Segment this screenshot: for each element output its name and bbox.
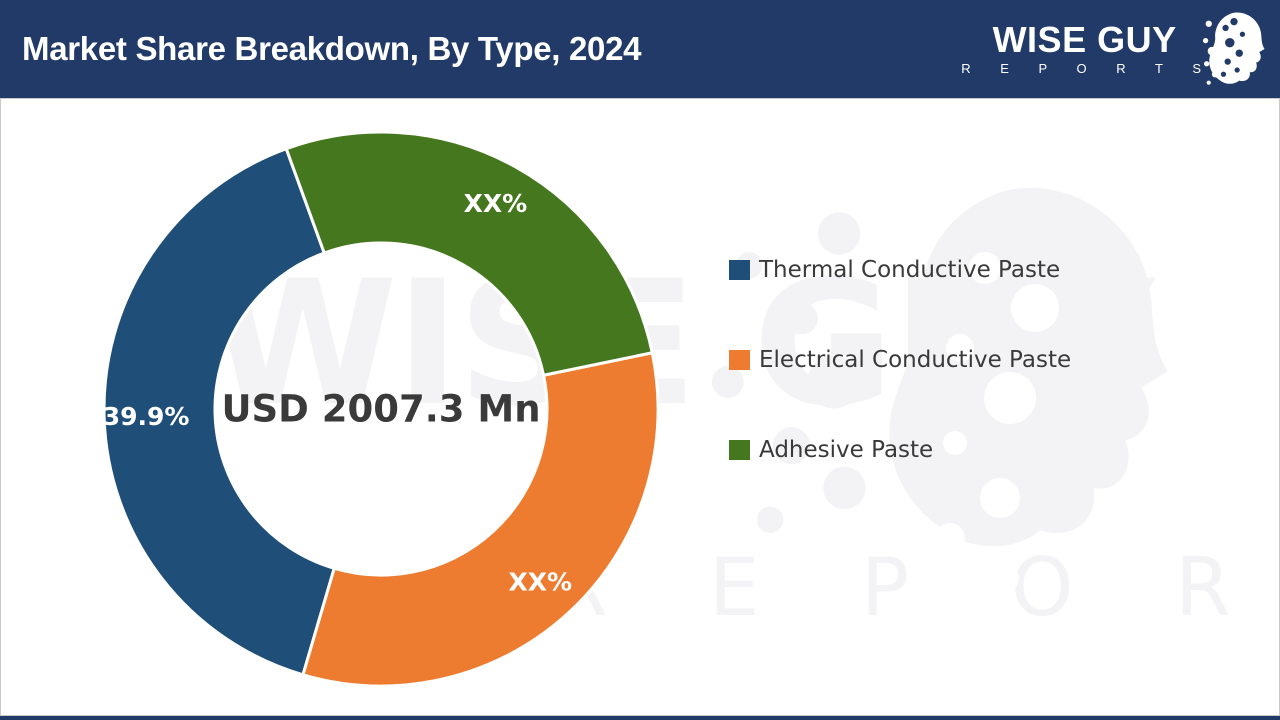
donut-slice xyxy=(284,130,654,377)
chart-legend: Thermal Conductive Paste Electrical Cond… xyxy=(729,256,1071,526)
chart-area: WISE GUY R E P O R T S 39.9%XX%XX% xyxy=(0,98,1280,716)
legend-swatch-electrical xyxy=(729,350,750,370)
legend-item-electrical: Electrical Conductive Paste xyxy=(729,346,1071,374)
legend-item-adhesive: Adhesive Paste xyxy=(729,436,1071,464)
legend-swatch-thermal xyxy=(729,260,750,280)
slice-label: XX% xyxy=(464,189,528,218)
wiseguy-logo: WISE GUY R E P O R T S xyxy=(955,9,1266,89)
donut-chart: 39.9% XX% XX% xyxy=(102,130,660,688)
slice-label: 39.9% xyxy=(103,402,190,431)
slice-label: XX% xyxy=(509,567,573,596)
legend-label-thermal: Thermal Conductive Paste xyxy=(759,257,1061,283)
donut-slice xyxy=(301,351,660,688)
logo-wordmark: WISE GUY xyxy=(992,19,1177,60)
wiseguy-face-icon xyxy=(1202,12,1265,85)
page-title: Market Share Breakdown, By Type, 2024 xyxy=(22,30,642,67)
donut-slice xyxy=(102,147,336,677)
header-bar: Market Share Breakdown, By Type, 2024 WI… xyxy=(0,0,1280,98)
legend-item-thermal: Thermal Conductive Paste xyxy=(729,256,1071,284)
logo-reports-line: R E P O R T S xyxy=(961,61,1214,76)
legend-label-adhesive: Adhesive Paste xyxy=(759,437,934,463)
donut-center-label: USD 2007.3 Mn xyxy=(221,387,541,431)
footer-bar xyxy=(0,716,1280,720)
legend-label-electrical: Electrical Conductive Paste xyxy=(759,347,1072,373)
legend-swatch-adhesive xyxy=(729,440,750,460)
